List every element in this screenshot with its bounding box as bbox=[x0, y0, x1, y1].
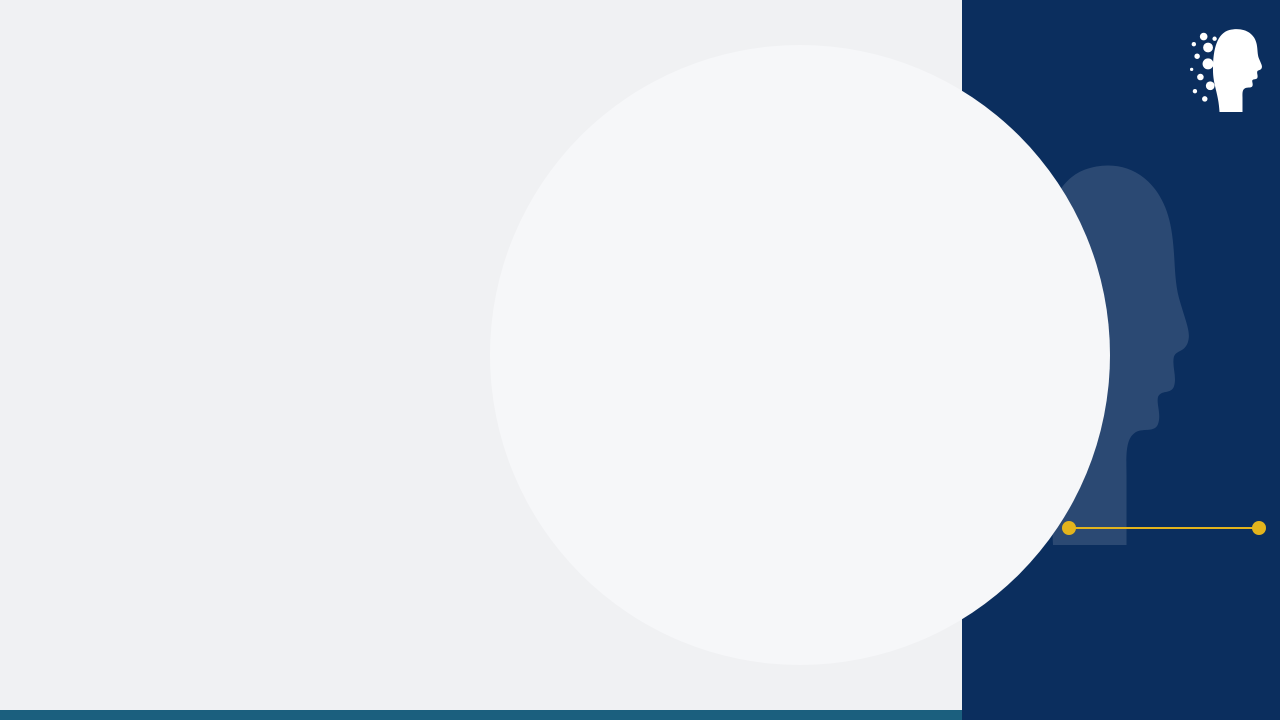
head-profile-dots-icon bbox=[1190, 29, 1262, 112]
chart-background-circle bbox=[490, 45, 1110, 665]
rule-right-dot bbox=[1252, 521, 1266, 535]
cagr-block bbox=[1058, 505, 1270, 545]
bottom-teal-strip bbox=[0, 710, 962, 720]
cagr-underline bbox=[1062, 521, 1266, 535]
rule-line bbox=[1068, 527, 1260, 529]
